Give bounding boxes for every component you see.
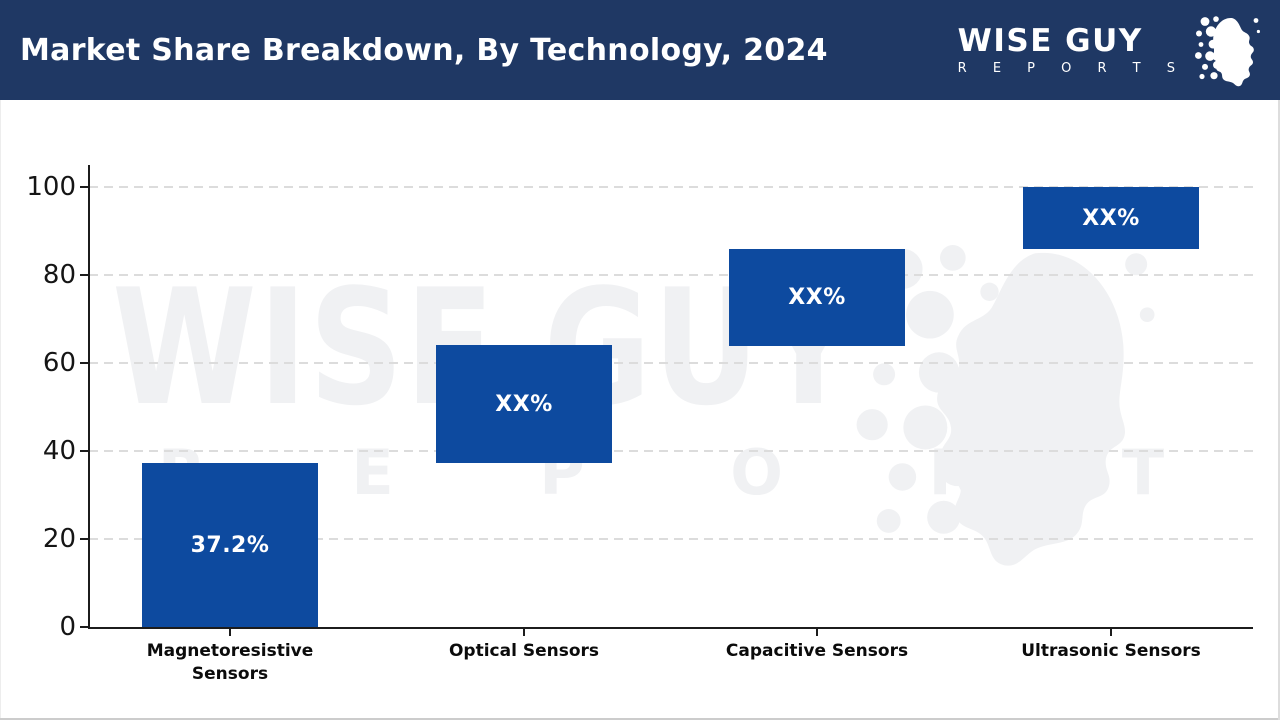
x-axis-line — [88, 627, 1253, 629]
y-tick-label: 0 — [59, 612, 76, 642]
bar-segment-3: XX% — [729, 249, 905, 346]
y-tick-label: 100 — [26, 172, 76, 202]
header-bar: Market Share Breakdown, By Technology, 2… — [0, 0, 1280, 100]
x-tick-label: Optical Sensors — [448, 641, 600, 661]
y-tick-label: 20 — [42, 524, 76, 554]
bar-value-label: XX% — [1082, 205, 1140, 231]
x-tick-label: Capacitive Sensors — [725, 641, 909, 661]
y-tick-mark — [80, 186, 89, 188]
bar-value-label: XX% — [495, 391, 553, 417]
y-tick-mark — [80, 538, 89, 540]
bar-value-label: XX% — [788, 285, 846, 310]
y-tick-mark — [80, 450, 89, 452]
logo-text: WISE GUY R E P O R T S — [957, 22, 1186, 76]
x-tick-label: Ultrasonic Sensors — [1021, 641, 1201, 661]
logo-subtitle: R E P O R T S — [957, 60, 1186, 76]
bar-segment-1: 37.2% — [142, 463, 318, 627]
y-tick-label: 40 — [42, 436, 76, 466]
gridline — [89, 274, 1253, 276]
logo-head-dots-icon — [1195, 16, 1260, 87]
gridline — [89, 362, 1253, 364]
y-tick-label: 60 — [42, 348, 76, 378]
gridline — [89, 450, 1253, 452]
bar-value-label: 37.2% — [190, 532, 270, 558]
chart-title: Market Share Breakdown, By Technology, 2… — [20, 32, 828, 68]
x-tick-mark — [523, 629, 525, 636]
gridline — [89, 538, 1253, 540]
wiseguy-logo: WISE GUY R E P O R T S — [958, 12, 1266, 88]
logo-wordmark: WISE GUY — [957, 22, 1143, 59]
y-tick-mark — [80, 274, 89, 276]
x-tick-mark — [229, 629, 231, 636]
y-tick-mark — [80, 362, 89, 364]
y-tick-label: 80 — [42, 260, 76, 290]
gridline — [89, 186, 1253, 188]
x-tick-label: Magnetoresistive Sensors — [146, 641, 314, 684]
bar-segment-4: XX% — [1023, 187, 1199, 249]
y-axis-line — [88, 165, 90, 629]
bar-segment-2: XX% — [436, 345, 612, 463]
x-tick-mark — [1110, 629, 1112, 636]
y-tick-mark — [80, 626, 89, 628]
x-tick-mark — [816, 629, 818, 636]
